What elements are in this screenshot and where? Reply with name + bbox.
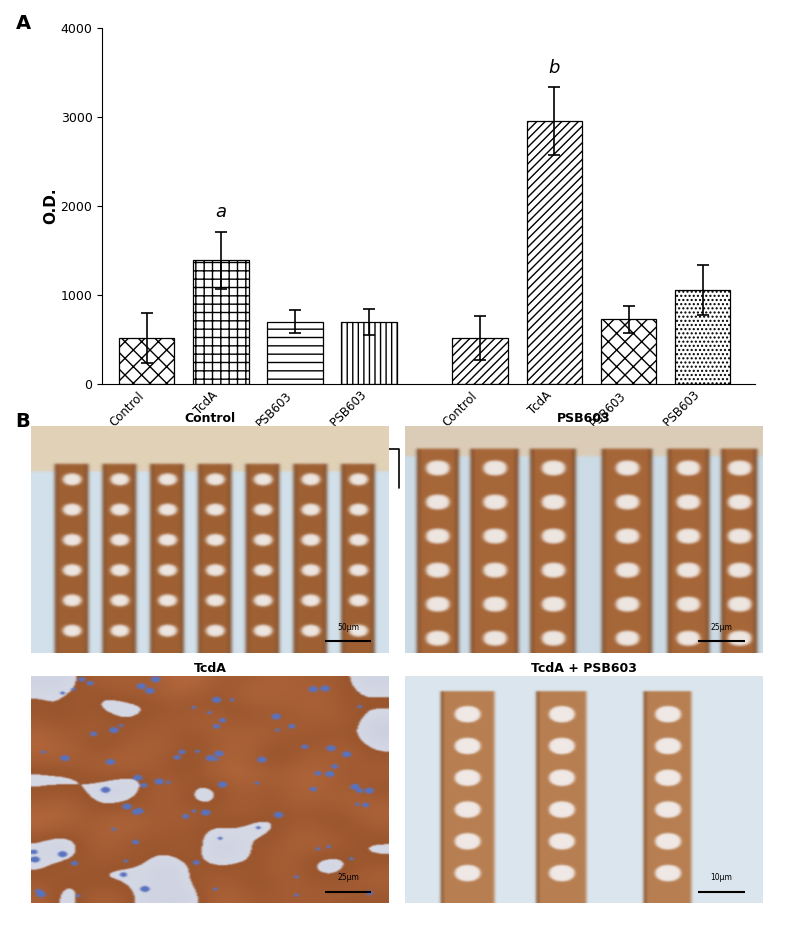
Text: B: B	[16, 412, 31, 432]
Bar	[675, 290, 730, 384]
Title: Control: Control	[185, 412, 236, 425]
Text: 10μm: 10μm	[711, 873, 733, 882]
Bar	[267, 322, 323, 384]
Text: b: b	[549, 58, 560, 77]
Text: A: A	[16, 14, 31, 33]
Text: 6h: 6h	[582, 534, 601, 548]
Bar	[601, 319, 656, 384]
Bar	[527, 121, 582, 384]
Bar	[193, 260, 248, 384]
Text: 2h: 2h	[249, 534, 266, 548]
Bar	[341, 322, 397, 384]
Text: a: a	[215, 203, 226, 221]
Text: 25μm: 25μm	[711, 623, 733, 632]
Bar	[453, 338, 508, 384]
Y-axis label: O.D.: O.D.	[42, 188, 58, 224]
Title: TcdA + PSB603: TcdA + PSB603	[531, 662, 637, 675]
Text: 25μm: 25μm	[337, 873, 359, 882]
Bar	[119, 338, 174, 384]
Title: PSB603: PSB603	[556, 412, 611, 425]
Title: TcdA: TcdA	[194, 662, 226, 675]
Text: 50μm: 50μm	[337, 623, 359, 632]
